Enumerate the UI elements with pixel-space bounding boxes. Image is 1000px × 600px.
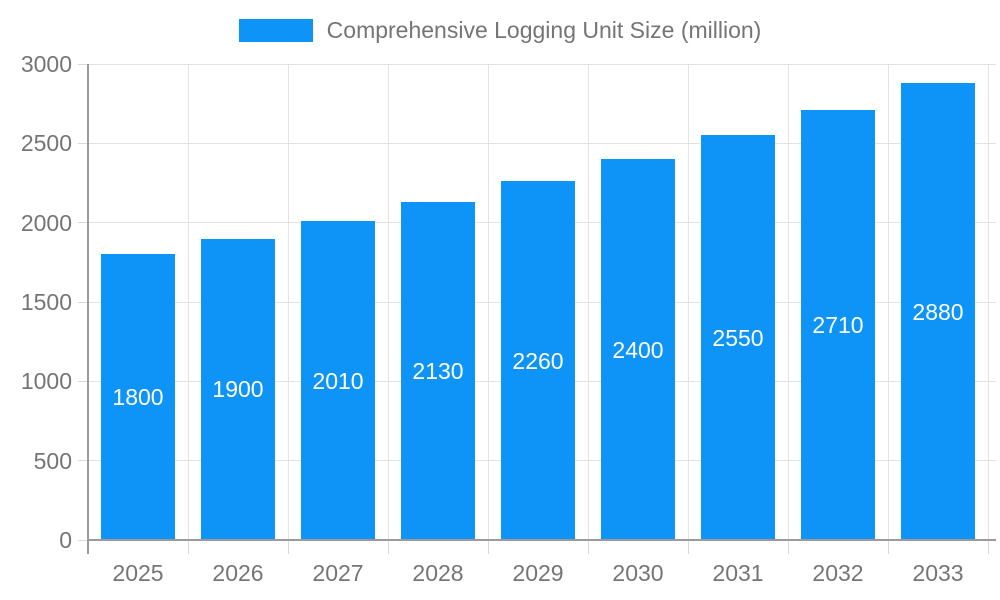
x-axis-tick-label: 2026	[212, 560, 264, 586]
legend[interactable]: Comprehensive Logging Unit Size (million…	[0, 17, 1000, 43]
x-axis-tick-label: 2025	[112, 560, 164, 586]
y-gridline	[88, 63, 996, 65]
y-axis-tick-label: 0	[59, 527, 72, 553]
x-gridline	[287, 64, 289, 540]
x-gridline	[887, 64, 889, 540]
x-axis-tick	[287, 540, 289, 554]
bar-value-label: 2710	[812, 312, 864, 338]
bar-value-label: 2260	[512, 347, 564, 374]
x-gridline	[787, 64, 789, 540]
bar-2027[interactable]	[301, 221, 375, 540]
x-axis-tick	[987, 540, 989, 554]
y-axis-tick	[78, 63, 88, 65]
x-axis-tick	[687, 540, 689, 554]
y-axis-line	[87, 64, 89, 554]
bar-value-label: 2400	[612, 336, 664, 363]
x-axis-tick-label: 2031	[712, 560, 764, 586]
x-gridline	[687, 64, 689, 540]
bar-value-label: 2880	[912, 298, 964, 325]
y-axis-tick-label: 2000	[20, 209, 72, 236]
bar-value-label: 1900	[212, 376, 264, 403]
y-axis-tick-label: 1000	[20, 368, 72, 395]
bar-2026[interactable]	[201, 238, 275, 540]
bar-2029[interactable]	[501, 181, 575, 540]
bar-2025[interactable]	[101, 254, 175, 540]
y-axis-tick-label: 500	[33, 447, 72, 474]
x-axis-tick-label: 2029	[512, 560, 564, 586]
x-axis-tick	[887, 540, 889, 554]
legend-swatch[interactable]	[238, 18, 313, 42]
x-axis-tick	[587, 540, 589, 554]
y-axis-tick	[78, 380, 88, 382]
x-gridline	[387, 64, 389, 540]
bar-value-label: 2130	[412, 358, 464, 385]
x-axis-line	[88, 539, 996, 541]
bar-value-label: 1800	[112, 384, 164, 411]
y-axis-tick-label: 2500	[20, 130, 72, 157]
bar-2033[interactable]	[901, 83, 975, 540]
x-axis-tick-label: 2032	[812, 560, 864, 586]
x-axis-tick	[187, 540, 189, 554]
x-axis-tick-label: 2030	[612, 560, 664, 586]
y-axis-tick	[78, 539, 88, 541]
bar-value-label: 2010	[312, 367, 364, 394]
x-gridline	[487, 64, 489, 540]
x-gridline	[987, 64, 989, 540]
legend-label: Comprehensive Logging Unit Size (million…	[326, 17, 762, 43]
x-gridline	[187, 64, 189, 540]
x-axis-tick	[487, 540, 489, 554]
x-axis-tick	[787, 540, 789, 554]
y-gridline	[88, 142, 996, 144]
x-axis-tick	[387, 540, 389, 554]
bar-2031[interactable]	[701, 135, 775, 540]
bar-2032[interactable]	[801, 110, 875, 540]
x-axis-tick-label: 2028	[412, 560, 464, 586]
bar-2028[interactable]	[401, 202, 475, 540]
x-axis-tick-label: 2033	[912, 560, 964, 586]
y-axis-tick-label: 1500	[20, 289, 72, 315]
x-gridline	[587, 64, 589, 540]
bar-value-label: 2550	[712, 324, 764, 351]
y-axis-tick-label: 3000	[20, 51, 72, 77]
y-axis-tick	[78, 460, 88, 462]
x-axis-tick-label: 2027	[312, 560, 364, 586]
y-axis-tick	[78, 222, 88, 224]
y-axis-tick	[78, 142, 88, 144]
y-axis-tick	[78, 301, 88, 303]
bar-2030[interactable]	[601, 159, 675, 540]
